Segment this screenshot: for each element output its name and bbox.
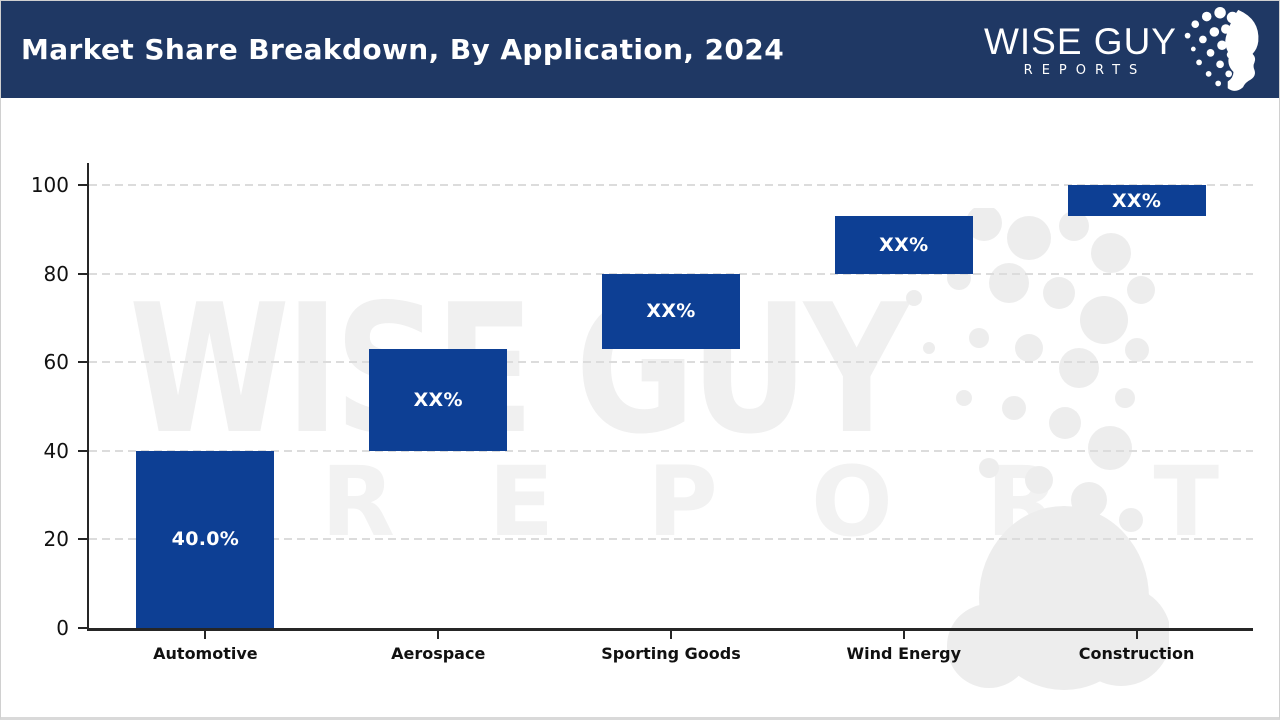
logo-wordmark: WISE GUY <box>983 20 1177 62</box>
y-tick-label-40: 40 <box>43 438 69 463</box>
bar-construction: XX% <box>1067 185 1206 217</box>
y-tick-label-20: 20 <box>43 527 69 552</box>
y-tick-100 <box>78 184 87 187</box>
y-tick-20 <box>78 538 87 541</box>
y-axis-line <box>87 163 89 628</box>
x-category-label-2: Sporting Goods <box>601 644 741 663</box>
chart-area: WISE GUY R E P O R T S 02040608010040.0%… <box>1 98 1279 717</box>
y-tick-0 <box>78 627 87 629</box>
x-tick-3 <box>902 631 905 639</box>
x-category-label-0: Automotive <box>153 644 258 663</box>
y-tick-label-100: 100 <box>30 173 69 198</box>
y-tick-label-60: 60 <box>43 350 69 375</box>
plot-region: 0 20 40 60 80 100 40.0% Automotive XX% Aerospace X… <box>31 163 1253 663</box>
y-tick-40 <box>78 449 87 452</box>
y-tick-label-0: 0 <box>56 616 69 640</box>
x-tick-1 <box>437 631 440 639</box>
bar-sporting-goods: XX% <box>602 273 740 349</box>
y-tick-80 <box>78 272 87 275</box>
gridline-40 <box>89 449 1253 452</box>
x-category-label-3: Wind Energy <box>846 644 962 663</box>
page-title: Market Share Breakdown, By Application, … <box>21 33 785 66</box>
bar-value-label: XX% <box>413 388 463 411</box>
brand-logo: WISE GUY REPORTS <box>984 6 1265 94</box>
gridline-60 <box>89 361 1253 364</box>
logo-subtext: REPORTS <box>1023 62 1147 78</box>
bar-value-label: XX% <box>1111 189 1162 212</box>
gridline-20 <box>89 538 1253 541</box>
x-tick-0 <box>204 631 207 639</box>
bar-aerospace: XX% <box>369 349 508 451</box>
y-tick-60 <box>78 361 87 364</box>
logo-face-icon <box>1184 6 1259 91</box>
x-category-label-4: Construction <box>1078 644 1195 663</box>
bar-wind-energy: XX% <box>834 216 973 274</box>
x-axis-line <box>87 628 1253 631</box>
bar-value-label: 40.0% <box>171 528 240 551</box>
y-tick-label-80: 80 <box>43 261 69 286</box>
x-tick-4 <box>1135 631 1138 639</box>
x-category-label-1: Aerospace <box>391 644 486 663</box>
bar-value-label: XX% <box>879 233 929 256</box>
bar-automotive: 40.0% <box>136 450 275 628</box>
gridline-100 <box>89 184 1253 187</box>
x-tick-2 <box>670 631 672 639</box>
bar-value-label: XX% <box>646 300 696 323</box>
header-bar: Market Share Breakdown, By Application, … <box>1 1 1279 98</box>
